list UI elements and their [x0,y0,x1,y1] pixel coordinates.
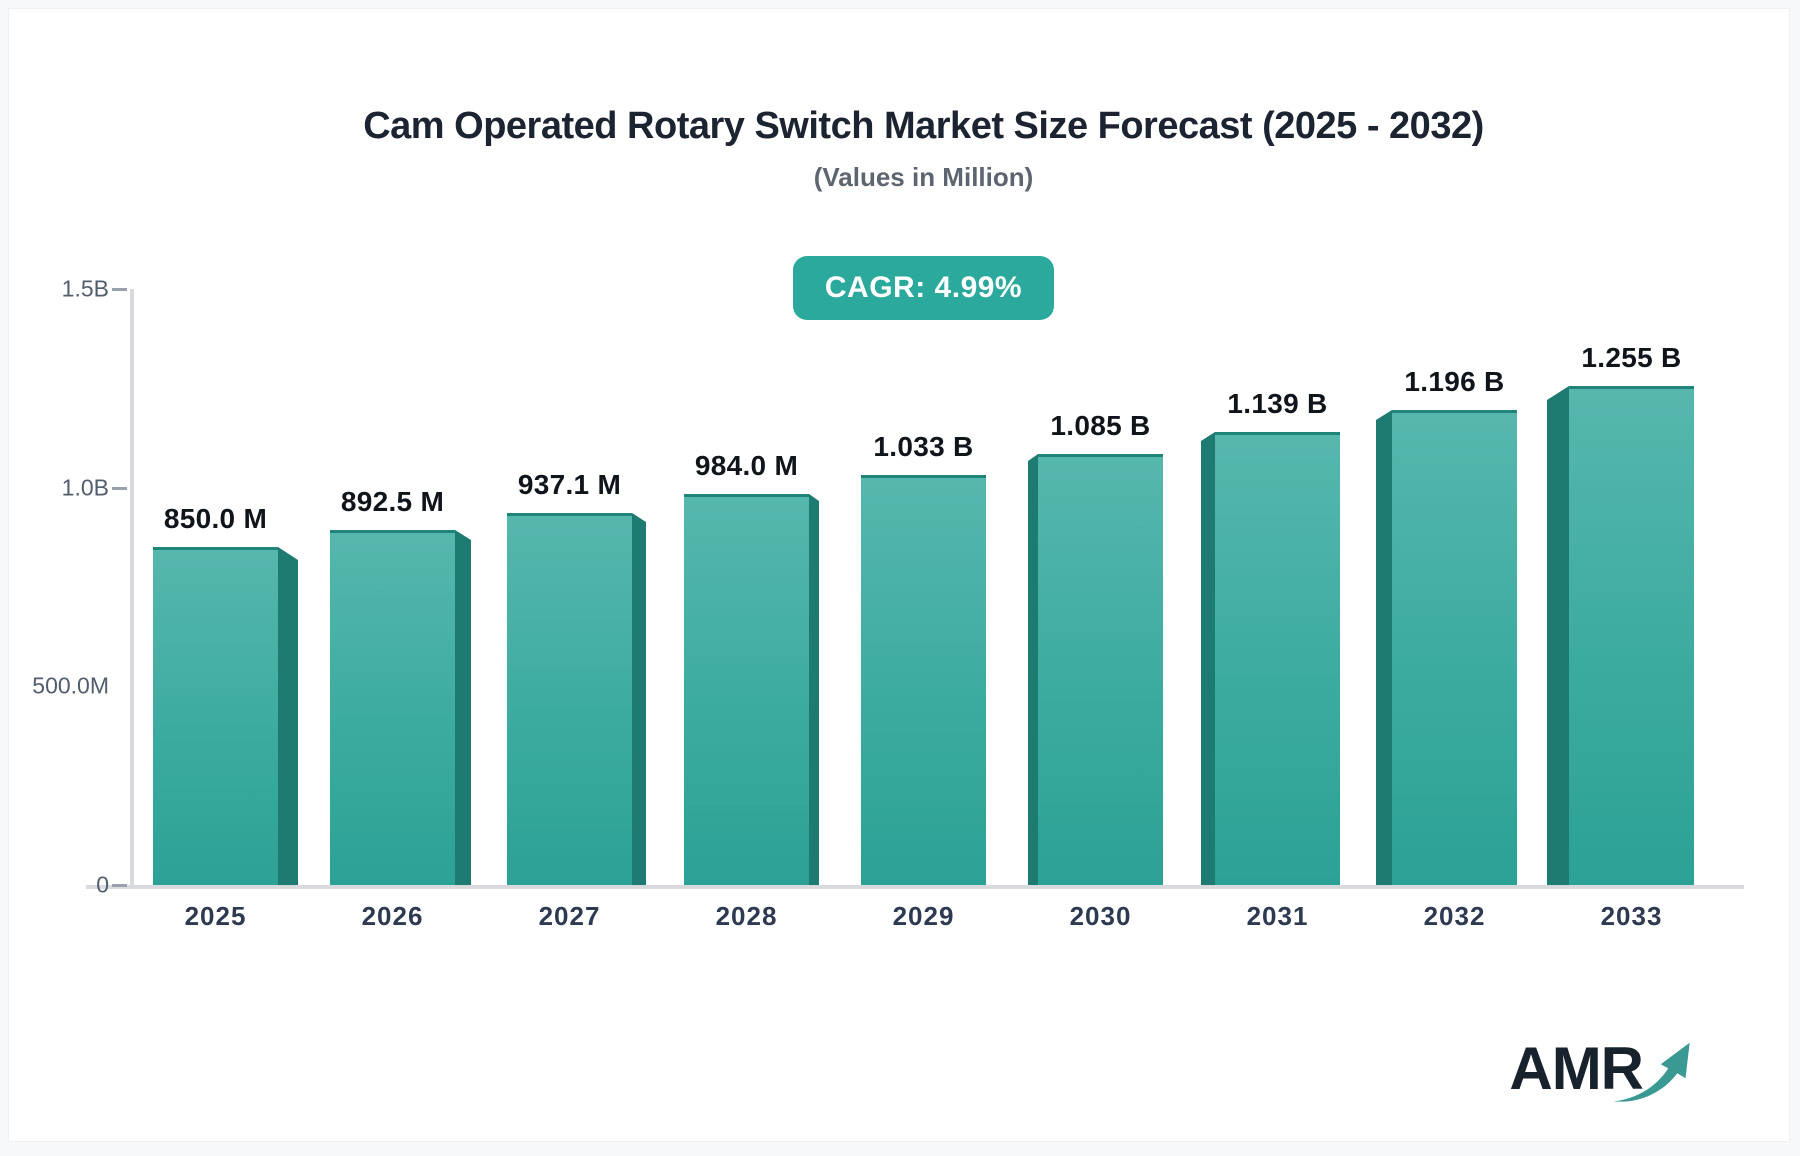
bar-value-label: 937.1 M [517,469,622,500]
bar-face [1392,410,1517,885]
bar-group-2033: 1.255 B [1543,289,1720,885]
bar-2028: 984.0 M [684,450,819,885]
x-axis-label: 2028 [715,901,778,931]
bar-side-panel [1201,432,1215,885]
bar-face [153,547,278,885]
y-axis-tick-label: 0 [96,871,109,898]
chart-header: Cam Operated Rotary Switch Market Size F… [127,9,1720,193]
y-axis-tick-dash [112,884,127,887]
bar-2032: 1.196 B [1376,366,1517,885]
bar-face [1215,432,1340,885]
bar-side-panel [1376,410,1392,885]
y-axis-tick-dash [112,486,127,490]
bar-group-2032: 1.196 B [1366,289,1543,885]
y-axis-tick-label: 500.0M [32,672,109,699]
bar-side-panel [1028,454,1038,885]
bar-group-2026: 892.5 M [304,289,481,885]
bar-face [1569,386,1694,885]
bar-face [1038,454,1163,885]
bar-side-panel [809,494,819,885]
bar-side-panel [632,513,646,885]
x-axis-line [86,885,1744,889]
bar-2026: 892.5 M [330,486,471,885]
bar-value-label: 850.0 M [163,503,268,534]
bar-2029: 1.033 B [861,431,986,885]
amr-logo: AMR [1509,1035,1697,1102]
bar-value-label: 1.085 B [1050,410,1151,441]
chart-card: Cam Operated Rotary Switch Market Size F… [8,8,1790,1142]
x-axis-label: 2033 [1600,901,1663,931]
bar-group-2029: 1.033 B [835,289,1012,885]
x-axis: 2025 2026 2027 2028 2029 2030 2031 2032 2033 [127,901,1720,932]
bar-value-label: 1.139 B [1227,388,1328,419]
bar-side-panel [1547,386,1569,885]
bar-group-2031: 1.139 B [1189,289,1366,885]
bar-face [861,475,986,885]
bar-value-label: 892.5 M [340,486,445,517]
bar-group-2025: 850.0 M [127,289,304,885]
x-axis-label: 2032 [1423,901,1486,931]
badge-row: CAGR: 4.99% [127,256,1720,320]
chart-title: Cam Operated Rotary Switch Market Size F… [363,105,1484,147]
bar-2025: 850.0 M [153,503,298,885]
y-axis-line [130,289,134,889]
x-axis-label: 2030 [1069,901,1132,931]
bar-2027: 937.1 M [507,469,646,885]
bar-side-panel [278,547,298,885]
bar-value-label: 1.255 B [1581,342,1682,373]
x-axis-label: 2029 [892,901,955,931]
bar-2031: 1.139 B [1201,388,1340,885]
y-axis-tick-dash [112,288,127,291]
y-axis-tick-label: 1.0B [61,474,109,501]
bar-group-2028: 984.0 M [658,289,835,885]
bar-face [507,513,632,885]
chart-subtitle: (Values in Million) [813,162,1034,192]
bars-container: 850.0 M 892.5 M 937.1 M 984.0 M 1.033 B 1.085… [127,289,1720,885]
bar-side-panel [455,530,471,885]
cagr-badge: CAGR: 4.99% [792,256,1055,320]
amr-logo-text: AMR [1509,1035,1644,1102]
bar-value-label: 1.033 B [873,431,974,462]
bar-face [684,494,809,885]
bar-group-2027: 937.1 M [481,289,658,885]
bar-2030: 1.085 B [1028,410,1163,885]
bar-group-2030: 1.085 B [1012,289,1189,885]
bar-value-label: 984.0 M [694,450,799,481]
bar-face [330,530,455,885]
x-axis-label: 2025 [184,901,247,931]
x-axis-label: 2031 [1246,901,1309,931]
x-axis-label: 2026 [361,901,424,931]
growth-arrow-icon [1613,1042,1690,1102]
x-axis-label: 2027 [538,901,601,931]
bar-value-label: 1.196 B [1404,366,1505,397]
y-axis-tick-label: 1.5B [61,275,109,302]
bar-2033: 1.255 B [1547,342,1694,885]
